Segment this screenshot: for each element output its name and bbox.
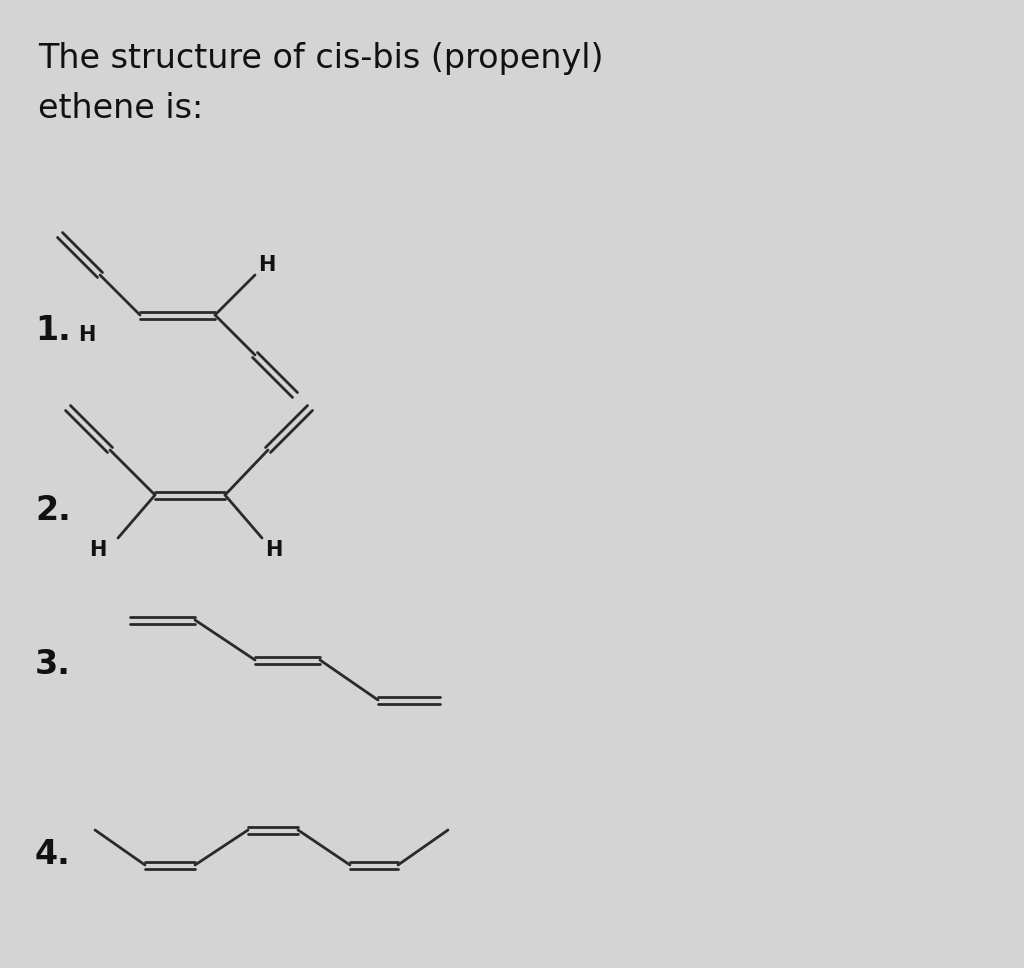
Text: ethene is:: ethene is:: [38, 92, 203, 125]
Text: 4.: 4.: [35, 838, 71, 871]
Text: 3.: 3.: [35, 649, 71, 681]
Text: H: H: [89, 540, 106, 560]
Text: 2.: 2.: [35, 494, 71, 527]
Text: 1.: 1.: [35, 314, 71, 347]
Text: H: H: [258, 255, 275, 275]
Text: The structure of cis-bis (propenyl): The structure of cis-bis (propenyl): [38, 42, 603, 75]
Text: H: H: [265, 540, 283, 560]
Text: H: H: [78, 325, 95, 345]
